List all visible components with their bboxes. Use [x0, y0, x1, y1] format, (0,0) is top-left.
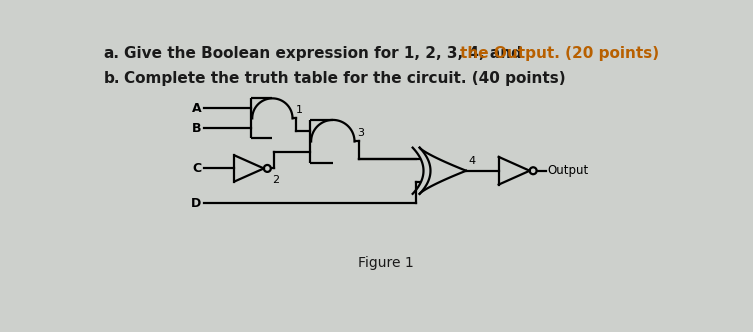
Text: b.: b.	[103, 71, 120, 86]
Text: 4: 4	[468, 156, 476, 166]
Text: the Output. (20 points): the Output. (20 points)	[460, 46, 659, 61]
Text: Output: Output	[547, 164, 589, 177]
Text: a.: a.	[103, 46, 120, 61]
Text: Give the Boolean expression for 1, 2, 3, 4, and: Give the Boolean expression for 1, 2, 3,…	[123, 46, 526, 61]
Text: 1: 1	[296, 105, 303, 115]
Text: D: D	[191, 197, 201, 209]
Text: 2: 2	[273, 175, 279, 185]
Text: A: A	[191, 102, 201, 115]
Text: Complete the truth table for the circuit. (40 points): Complete the truth table for the circuit…	[123, 71, 566, 86]
Text: C: C	[192, 162, 201, 175]
Text: Figure 1: Figure 1	[358, 256, 413, 270]
Text: B: B	[191, 122, 201, 135]
Text: 3: 3	[358, 127, 364, 138]
